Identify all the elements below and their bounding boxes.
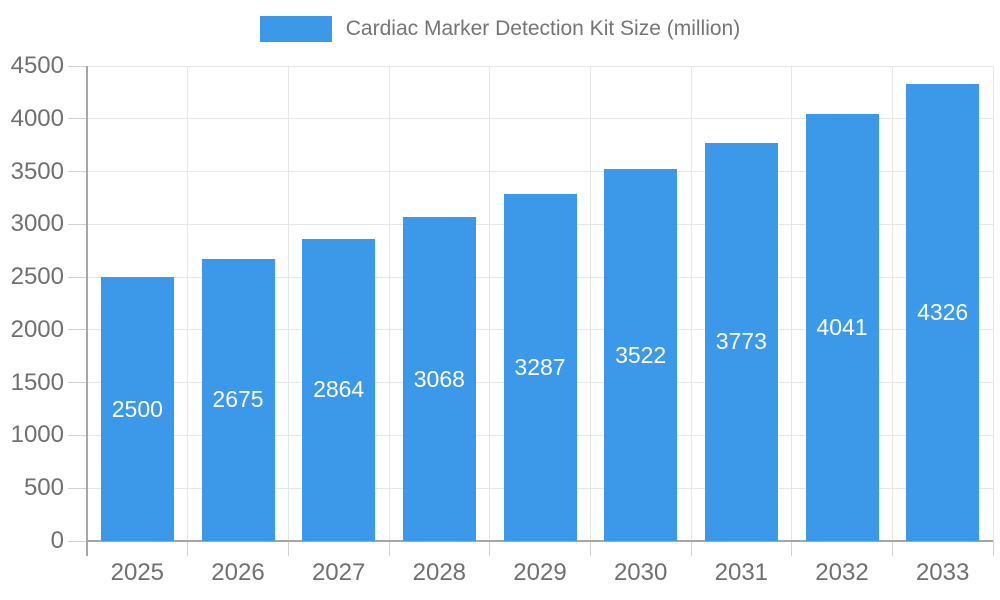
vertical-gridline bbox=[489, 66, 491, 541]
vertical-gridline bbox=[589, 66, 591, 541]
bar: 2500 bbox=[100, 277, 174, 541]
y-axis-tick bbox=[68, 540, 87, 542]
horizontal-gridline bbox=[87, 171, 993, 173]
bar-value-label: 2500 bbox=[111, 395, 163, 422]
x-tick-label: 2033 bbox=[915, 559, 970, 586]
bar-value-label: 2864 bbox=[313, 376, 365, 403]
y-tick-label: 2000 bbox=[10, 315, 64, 343]
x-tick-label: 2026 bbox=[211, 559, 265, 586]
y-axis-tick bbox=[68, 65, 87, 67]
bar: 2864 bbox=[302, 238, 376, 541]
bar: 4041 bbox=[805, 114, 879, 541]
y-axis-tick bbox=[68, 382, 87, 384]
bar: 3522 bbox=[604, 169, 678, 541]
x-tick-label: 2028 bbox=[412, 559, 467, 586]
bar-value-label: 2675 bbox=[212, 386, 264, 413]
y-tick-label: 3500 bbox=[10, 157, 64, 185]
y-tick-label: 0 bbox=[50, 527, 64, 554]
x-axis-tick bbox=[791, 541, 793, 556]
x-axis-tick bbox=[690, 541, 692, 556]
x-tick-label: 2032 bbox=[815, 559, 869, 586]
x-axis-tick bbox=[891, 541, 893, 556]
y-tick-label: 2500 bbox=[10, 263, 64, 291]
horizontal-gridline bbox=[87, 118, 993, 120]
y-axis-tick bbox=[68, 276, 87, 278]
bar-value-label: 3773 bbox=[715, 328, 767, 355]
legend: Cardiac Marker Detection Kit Size (milli… bbox=[0, 15, 1000, 43]
y-axis-tick bbox=[68, 171, 87, 173]
vertical-gridline bbox=[187, 66, 189, 541]
x-axis-tick bbox=[992, 541, 994, 556]
bar-value-label: 3522 bbox=[615, 341, 667, 368]
vertical-gridline bbox=[791, 66, 793, 541]
y-tick-label: 1500 bbox=[10, 368, 64, 396]
x-tick-label: 2030 bbox=[613, 559, 668, 586]
vertical-gridline bbox=[891, 66, 893, 541]
x-tick-label: 2027 bbox=[311, 559, 366, 586]
y-tick-label: 4500 bbox=[10, 52, 64, 79]
bar: 3068 bbox=[402, 217, 476, 541]
bar-value-label: 4326 bbox=[917, 299, 969, 326]
x-axis-line bbox=[86, 540, 993, 542]
y-tick-label: 1000 bbox=[10, 421, 64, 449]
y-axis-tick bbox=[68, 223, 87, 225]
bar: 3773 bbox=[704, 142, 778, 541]
y-axis-line bbox=[86, 66, 88, 556]
bar-value-label: 3068 bbox=[413, 365, 465, 392]
x-axis-tick bbox=[287, 541, 289, 556]
y-tick-label: 3000 bbox=[10, 210, 64, 238]
y-axis-tick bbox=[68, 434, 87, 436]
horizontal-gridline bbox=[87, 65, 993, 67]
bar: 3287 bbox=[503, 194, 577, 541]
y-axis-tick bbox=[68, 118, 87, 120]
bar-value-label: 3287 bbox=[514, 354, 566, 380]
y-axis-tick bbox=[68, 487, 87, 489]
x-axis-tick bbox=[388, 541, 390, 556]
x-axis-tick bbox=[589, 541, 591, 556]
bar: 4326 bbox=[906, 84, 980, 541]
x-tick-label: 2029 bbox=[513, 559, 567, 586]
vertical-gridline bbox=[388, 66, 390, 541]
bar-value-label: 4041 bbox=[816, 314, 868, 341]
x-axis-tick bbox=[489, 541, 491, 556]
y-tick-label: 4000 bbox=[10, 104, 64, 132]
x-axis-tick bbox=[187, 541, 189, 556]
y-axis-tick bbox=[68, 329, 87, 331]
legend-label: Cardiac Marker Detection Kit Size (milli… bbox=[345, 17, 741, 40]
x-tick-label: 2025 bbox=[110, 559, 165, 586]
y-tick-label: 500 bbox=[23, 474, 64, 502]
vertical-gridline bbox=[992, 66, 994, 541]
legend-swatch bbox=[259, 16, 332, 42]
bar: 2675 bbox=[201, 258, 275, 541]
vertical-gridline bbox=[690, 66, 692, 541]
x-tick-label: 2031 bbox=[714, 559, 769, 586]
vertical-gridline bbox=[287, 66, 289, 541]
